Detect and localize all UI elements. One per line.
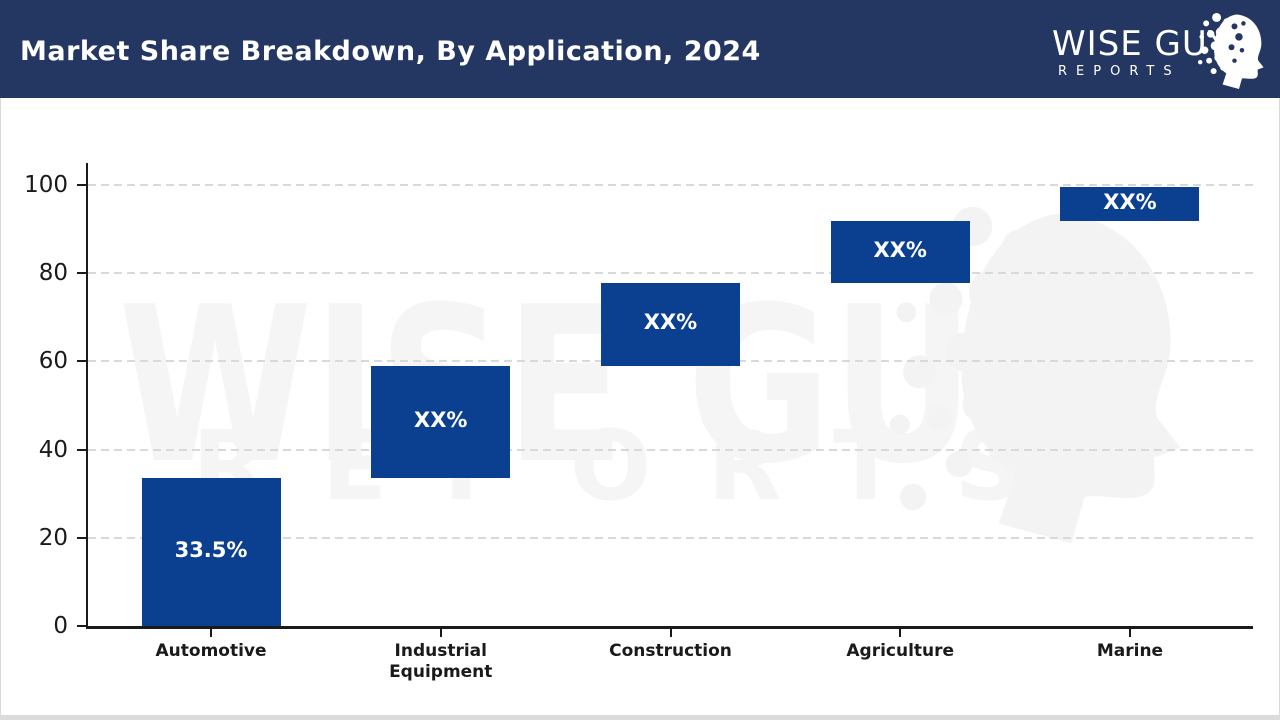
page-title: Market Share Breakdown, By Application, … xyxy=(20,36,761,67)
bar-industrial-equipment xyxy=(371,365,511,479)
bar-agriculture xyxy=(830,221,970,283)
x-tick-mark xyxy=(669,629,672,637)
x-tick-mark xyxy=(210,629,213,637)
y-axis-tick-label: 60 xyxy=(38,348,68,375)
x-axis-category-label: Agriculture xyxy=(846,641,955,661)
y-axis-tick-label: 0 xyxy=(53,613,68,639)
x-tick-mark xyxy=(899,629,902,637)
gridline-20 xyxy=(88,536,1253,539)
left-border xyxy=(0,98,1,715)
bar-value-label: XX% xyxy=(873,238,927,263)
y-tick-mark xyxy=(77,360,86,363)
y-axis-tick-label: 20 xyxy=(38,524,68,551)
y-tick-mark xyxy=(77,625,86,627)
x-tick-mark xyxy=(1128,629,1131,637)
bar-value-label: XX% xyxy=(643,310,698,335)
gridline-80 xyxy=(88,272,1253,275)
x-axis-category-label: Automotive xyxy=(155,641,267,661)
y-tick-mark xyxy=(77,184,86,187)
bar-marine xyxy=(1060,186,1200,222)
x-axis-category-label: Construction xyxy=(609,641,732,661)
y-tick-mark xyxy=(77,448,86,451)
y-axis-tick-label: 80 xyxy=(38,260,68,287)
bar-automotive xyxy=(141,478,281,626)
y-axis-tick-label: 40 xyxy=(38,436,68,463)
x-tick-mark xyxy=(439,629,442,637)
wise-guy-logo: WISE GUY REPORTS xyxy=(1016,8,1266,92)
x-axis-category-label: Marine xyxy=(1096,641,1164,661)
y-tick-mark xyxy=(77,272,86,275)
y-axis-tick-label: 100 xyxy=(24,172,68,199)
chart-plot-area: 0 20 40 60 80 100 33.5% Automotive XX% Industrial… xyxy=(24,163,1253,682)
watermark-text-2: REPORTS xyxy=(192,410,1080,522)
bar-value-label: XX% xyxy=(414,408,468,433)
x-axis-line xyxy=(86,626,1253,629)
gridline-40 xyxy=(88,448,1253,451)
header-bar: Market Share Breakdown, By Application, … xyxy=(0,0,1280,98)
gridline-100 xyxy=(88,184,1253,187)
bar-construction xyxy=(601,282,740,366)
logo-text: WISE GUY xyxy=(1052,24,1230,64)
logo-subtext: REPORTS xyxy=(1058,64,1181,79)
x-axis-category-label: Industrial Equipment xyxy=(389,641,493,683)
bar-value-label: XX% xyxy=(1103,190,1157,214)
logo-face-icon xyxy=(1197,12,1264,90)
bottom-strip xyxy=(0,715,1280,720)
bar-value-label: 33.5% xyxy=(174,538,248,563)
y-axis-line xyxy=(86,163,88,628)
y-tick-mark xyxy=(77,536,86,539)
